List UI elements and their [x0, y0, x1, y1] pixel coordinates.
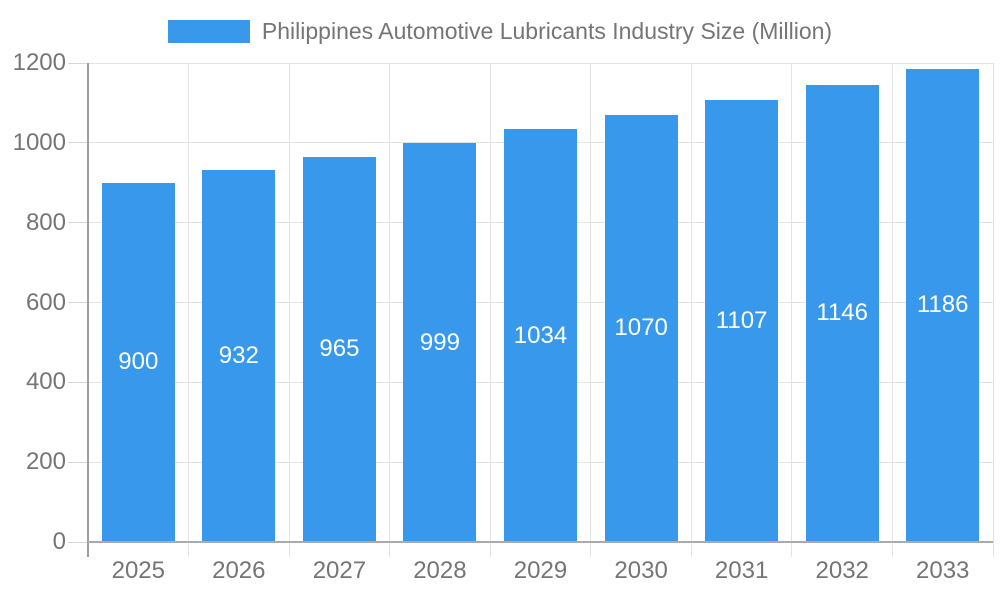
y-axis-line [87, 63, 89, 557]
gridline-horizontal [88, 62, 993, 64]
y-axis-tick [68, 142, 88, 144]
y-axis-tick [68, 222, 88, 224]
bar-value-label: 900 [118, 348, 159, 376]
y-axis-tick-label: 1000 [12, 128, 66, 156]
y-axis-tick [68, 541, 88, 543]
y-axis-tick [68, 461, 88, 463]
y-axis-tick [68, 302, 88, 303]
gridline-vertical [590, 63, 592, 557]
x-axis-tick-label: 2030 [614, 557, 668, 584]
y-axis-tick-label: 400 [25, 368, 66, 396]
x-axis-line [88, 541, 993, 543]
bar[interactable] [504, 129, 577, 542]
y-axis-tick-label: 1200 [12, 49, 66, 76]
bar-value-label: 1107 [715, 307, 768, 335]
x-axis-tick-label: 2025 [111, 557, 165, 584]
x-axis-tick-label: 2028 [413, 557, 467, 584]
bar-value-label: 932 [218, 342, 259, 369]
y-axis-tick-label: 800 [25, 208, 66, 236]
bar-value-label: 965 [319, 335, 360, 363]
gridline-vertical [188, 63, 190, 557]
bar-value-label: 1070 [614, 314, 668, 342]
y-axis-tick [68, 381, 88, 383]
gridline-vertical [791, 63, 793, 557]
gridline-vertical [288, 63, 290, 557]
gridline-vertical [891, 63, 893, 557]
bar-value-label: 1034 [513, 321, 568, 349]
bar-value-label: 999 [419, 328, 460, 356]
bar[interactable] [202, 170, 276, 542]
gridline-vertical [389, 63, 391, 557]
bar[interactable] [906, 68, 980, 542]
x-axis-tick-label: 2029 [513, 557, 568, 584]
bar[interactable] [403, 143, 477, 542]
y-axis-tick-label: 600 [25, 288, 66, 316]
bar[interactable] [705, 100, 779, 542]
legend-swatch [167, 19, 250, 43]
bar-value-label: 1146 [816, 299, 868, 327]
bar[interactable] [302, 156, 376, 542]
y-axis-tick-label: 0 [52, 528, 66, 555]
gridline-vertical [690, 63, 692, 557]
x-axis-tick-label: 2033 [915, 557, 970, 584]
y-axis-tick [68, 62, 88, 64]
x-axis-tick-label: 2031 [714, 557, 769, 584]
legend[interactable]: Philippines Automotive Lubricants Indust… [0, 8, 1000, 54]
legend-label: Philippines Automotive Lubricants Indust… [261, 17, 833, 44]
gridline-vertical [489, 63, 491, 557]
bar[interactable] [604, 114, 678, 542]
gridline-vertical [992, 63, 994, 557]
x-axis-tick-label: 2032 [815, 557, 869, 584]
x-axis-tick-label: 2027 [312, 557, 367, 584]
bar[interactable] [805, 84, 879, 542]
y-axis-tick-label: 200 [25, 448, 66, 476]
bar[interactable] [101, 182, 175, 543]
bar-value-label: 1186 [916, 291, 969, 319]
x-axis-tick-label: 2026 [212, 557, 266, 584]
